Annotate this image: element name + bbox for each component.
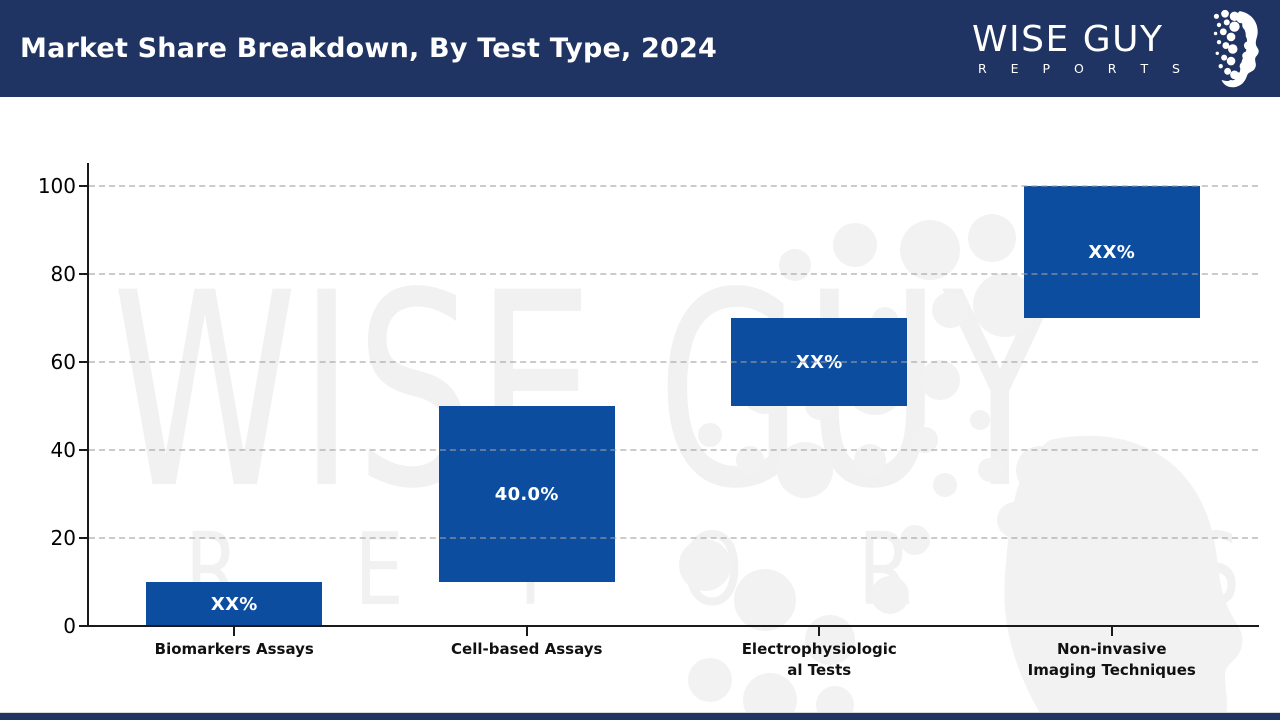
x-tick-mark — [1110, 627, 1113, 636]
gridline — [89, 361, 1258, 363]
y-tick-label: 0 — [63, 614, 76, 638]
y-tick-label: 80 — [50, 262, 76, 286]
wiseguy-logo: WISE GUY R E P O R T S — [972, 7, 1280, 91]
y-tick-label: 60 — [50, 350, 76, 374]
gridline — [89, 537, 1258, 539]
header-banner: Market Share Breakdown, By Test Type, 20… — [0, 0, 1280, 97]
logo-wordmark: WISE GUY — [971, 18, 1164, 60]
page-title: Market Share Breakdown, By Test Type, 20… — [20, 33, 718, 64]
y-tick-mark — [79, 273, 88, 275]
x-category-label: Biomarkers Assays — [154, 640, 314, 658]
x-category-label: Cell-based Assays — [451, 640, 603, 658]
y-tick-mark — [79, 537, 88, 539]
x-category-label: Electrophysiologic al Tests — [741, 640, 897, 679]
bar-label: XX% — [1088, 241, 1136, 263]
y-tick-label: 20 — [50, 526, 76, 550]
y-tick-mark — [79, 361, 88, 363]
x-tick-mark — [233, 627, 236, 636]
y-tick-label: 40 — [50, 438, 76, 462]
market-share-chart: 0 20 40 60 80 100 XX% 40.0% XX% XX% Biomarkers A… — [0, 97, 1280, 714]
x-category-label: Non-invasive Imaging Techniques — [1027, 640, 1196, 679]
bottom-hairline — [0, 712, 1280, 713]
bar-label: XX% — [210, 593, 258, 615]
bar-segment: XX% — [1023, 186, 1200, 318]
y-tick-mark — [79, 185, 88, 187]
y-tick-mark — [79, 625, 88, 627]
bar-segment: XX% — [146, 582, 323, 626]
y-tick-label: 100 — [37, 174, 76, 198]
x-axis-spine — [87, 625, 1259, 627]
gridline — [89, 185, 1258, 187]
x-tick-mark — [525, 627, 528, 636]
y-axis-spine — [87, 163, 89, 627]
gridline — [89, 273, 1258, 275]
wiseguy-logo-text: WISE GUY R E P O R T S — [971, 18, 1190, 76]
x-tick-mark — [818, 627, 821, 636]
y-tick-mark — [79, 449, 88, 451]
footer-banner — [0, 713, 1280, 720]
bar-label: 40.0% — [494, 483, 559, 505]
wiseguy-face-icon — [1213, 9, 1259, 87]
gridline — [89, 449, 1258, 451]
bar-segment: 40.0% — [438, 406, 615, 582]
logo-subtitle: R E P O R T S — [977, 60, 1190, 76]
